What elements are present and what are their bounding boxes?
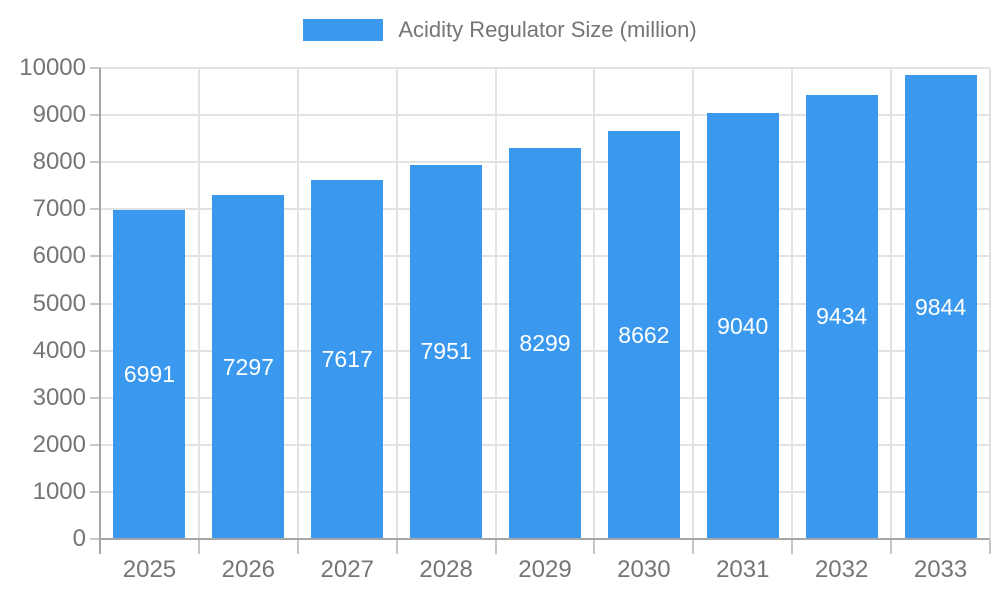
x-tick-label: 2025 [122,556,177,583]
bar-2031[interactable]: 9040 [706,113,779,539]
bar-2025[interactable]: 6991 [113,209,186,539]
bar-2026[interactable]: 7297 [212,195,285,539]
y-tick-mark [90,302,100,305]
y-tick-mark [90,67,100,69]
gridline-v [494,68,497,539]
bar-value-label: 9844 [914,293,967,320]
y-tick-mark [90,490,100,493]
y-tick-label: 2000 [32,430,86,458]
y-tick-mark [90,255,100,258]
y-tick-label: 6000 [32,242,86,270]
gridline-v [692,68,695,539]
bar-value-label: 6991 [123,360,176,387]
bar-2033[interactable]: 9844 [904,75,977,539]
x-tick-mark [692,540,695,554]
x-axis-line [100,538,990,540]
bar-value-label: 7951 [420,338,472,365]
x-tick-label: 2033 [913,556,968,583]
x-tick-mark [890,540,893,554]
y-tick-mark [90,349,100,352]
bar-value-label: 9434 [816,303,868,330]
gridline-v [395,68,398,539]
x-tick-mark [989,540,991,554]
y-tick-mark [90,396,100,399]
y-tick-label: 7000 [32,195,86,223]
y-tick-label: 1000 [32,477,86,505]
y-tick-label: 3000 [32,383,86,411]
y-tick-mark [90,114,100,117]
gridline-h [100,67,990,69]
bar-2029[interactable]: 8299 [509,148,581,539]
x-tick-label: 2031 [716,556,770,583]
bar-2028[interactable]: 7951 [410,164,483,539]
gridline-v [791,68,794,539]
legend: Acidity Regulator Size (million) [0,17,1000,43]
gridline-v [593,68,596,539]
x-tick-label: 2028 [419,556,473,583]
legend-swatch-icon [303,19,384,41]
legend-item[interactable]: Acidity Regulator Size (million) [303,17,697,43]
x-tick-mark [791,540,794,554]
bar-2032[interactable]: 9434 [805,94,878,539]
y-tick-label: 10000 [19,54,86,81]
plot-area: 6991 7297 7617 7951 8299 8662 9040 9434 9844 [100,67,991,539]
bar-value-label: 8299 [519,330,571,357]
x-tick-mark [593,540,596,554]
x-tick-label: 2032 [814,556,869,583]
bar-2027[interactable]: 7617 [311,180,384,539]
y-tick-mark [90,161,100,164]
gridline-v [296,68,299,539]
x-tick-label: 2029 [518,556,572,583]
gridline-v [197,68,200,539]
bar-2030[interactable]: 8662 [607,131,680,539]
y-tick-label: 0 [72,525,86,552]
gridline-v [890,68,893,539]
bar-value-label: 7617 [321,346,373,373]
y-tick-label: 4000 [32,336,86,364]
x-tick-mark [395,540,398,554]
x-tick-mark [296,540,299,554]
x-tick-label: 2027 [320,556,374,583]
x-tick-mark [197,540,200,554]
x-tick-mark [494,540,497,554]
legend-label: Acidity Regulator Size (million) [398,17,697,42]
bar-value-label: 9040 [717,312,769,339]
gridline-h [100,114,990,117]
y-tick-label: 8000 [32,148,86,176]
y-tick-mark [90,443,100,446]
x-tick-label: 2026 [221,556,276,583]
gridline-v [989,68,991,539]
y-tick-mark [90,538,100,540]
x-tick-label: 2030 [617,556,671,583]
y-tick-label: 9000 [32,101,86,129]
y-tick-label: 5000 [32,289,86,317]
y-axis-line [99,68,101,554]
y-tick-mark [90,208,100,211]
bar-value-label: 8662 [618,321,670,348]
bar-value-label: 7297 [222,353,274,380]
